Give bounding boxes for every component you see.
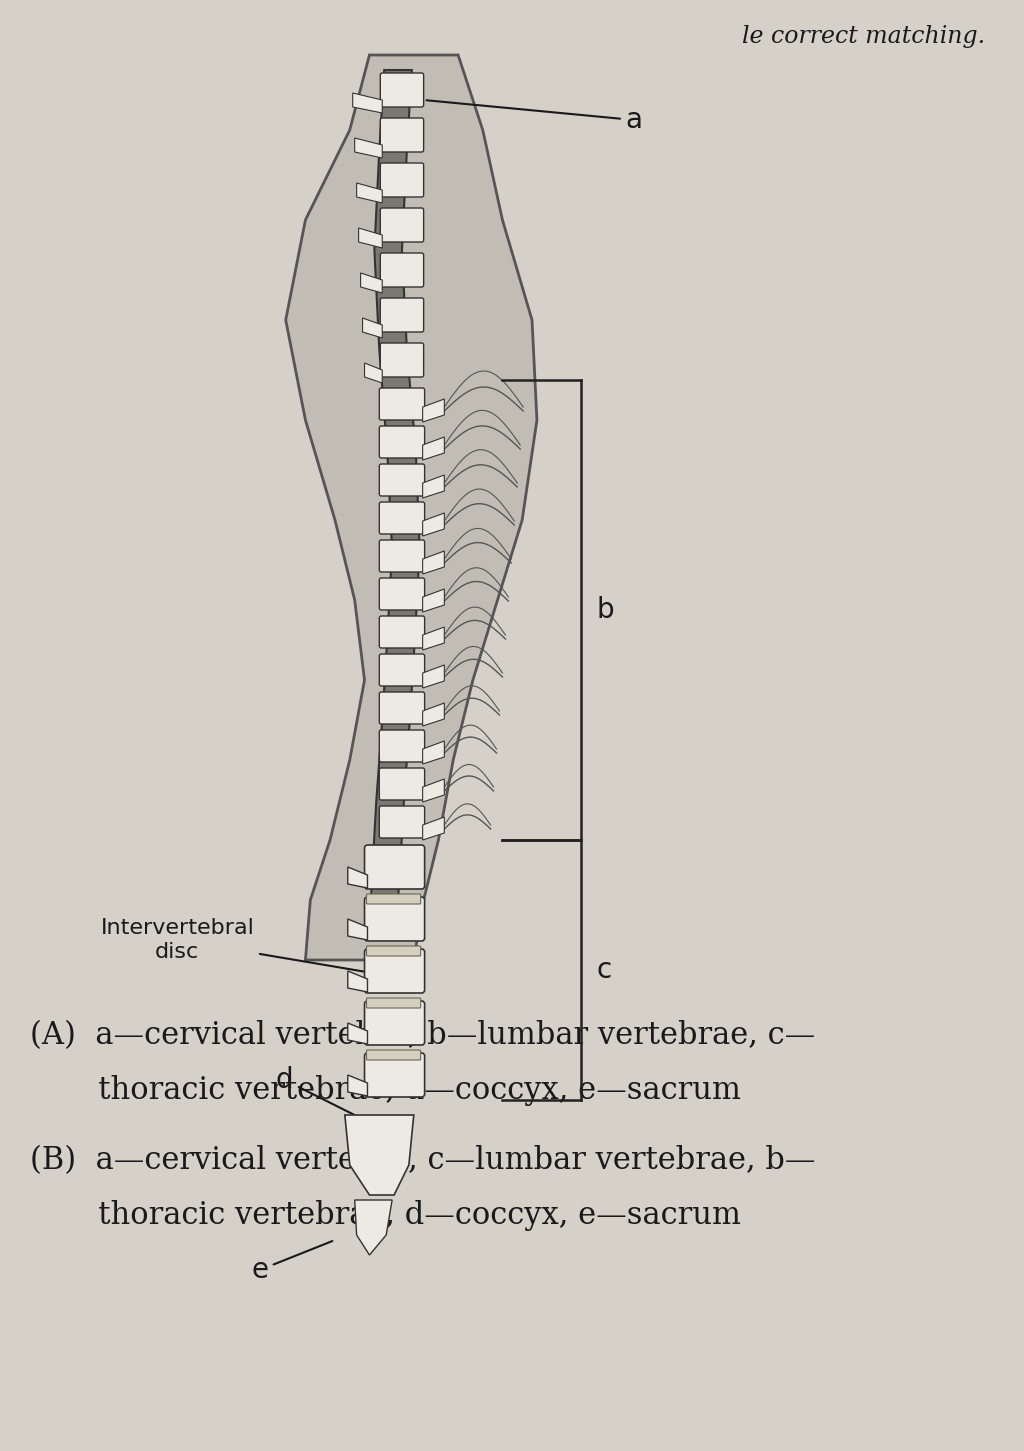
Polygon shape [348, 1075, 368, 1096]
Polygon shape [423, 551, 444, 575]
FancyBboxPatch shape [380, 73, 424, 107]
FancyBboxPatch shape [379, 805, 425, 839]
FancyBboxPatch shape [367, 1051, 421, 1061]
Polygon shape [423, 474, 444, 498]
FancyBboxPatch shape [379, 387, 425, 419]
Polygon shape [423, 399, 444, 422]
FancyBboxPatch shape [379, 730, 425, 762]
Polygon shape [348, 1023, 368, 1045]
Text: (B)  a—cervical vertebra, c—lumbar vertebrae, b—: (B) a—cervical vertebra, c—lumbar verteb… [30, 1145, 815, 1175]
FancyBboxPatch shape [380, 297, 424, 332]
FancyBboxPatch shape [379, 654, 425, 686]
Polygon shape [360, 273, 382, 293]
FancyBboxPatch shape [367, 998, 421, 1008]
Polygon shape [423, 665, 444, 688]
Text: le correct matching.: le correct matching. [742, 25, 985, 48]
Polygon shape [423, 779, 444, 802]
Text: b: b [596, 596, 613, 624]
FancyBboxPatch shape [365, 844, 425, 889]
Text: a: a [426, 100, 643, 133]
Text: thoracic vertebrae, d—coccyx, e—sacrum: thoracic vertebrae, d—coccyx, e—sacrum [30, 1200, 740, 1230]
Polygon shape [358, 228, 382, 248]
Polygon shape [348, 868, 368, 888]
Polygon shape [423, 514, 444, 535]
Polygon shape [423, 437, 444, 460]
Polygon shape [286, 55, 537, 961]
FancyBboxPatch shape [365, 949, 425, 992]
FancyBboxPatch shape [380, 163, 424, 197]
FancyBboxPatch shape [379, 768, 425, 800]
FancyBboxPatch shape [365, 897, 425, 942]
FancyBboxPatch shape [379, 427, 425, 459]
Polygon shape [348, 971, 368, 992]
Polygon shape [362, 318, 382, 338]
Polygon shape [354, 1200, 392, 1255]
FancyBboxPatch shape [365, 1001, 425, 1045]
FancyBboxPatch shape [379, 617, 425, 649]
Text: d: d [275, 1066, 362, 1119]
FancyBboxPatch shape [379, 464, 425, 496]
Text: Intervertebral
disc: Intervertebral disc [100, 918, 382, 975]
FancyBboxPatch shape [380, 342, 424, 377]
Polygon shape [352, 93, 382, 113]
FancyBboxPatch shape [379, 692, 425, 724]
Polygon shape [423, 627, 444, 650]
FancyBboxPatch shape [380, 207, 424, 242]
FancyBboxPatch shape [379, 540, 425, 572]
Text: c: c [596, 956, 611, 984]
Text: thoracic vertebrae, d—coccyx, e—sacrum: thoracic vertebrae, d—coccyx, e—sacrum [30, 1075, 740, 1106]
Polygon shape [354, 138, 382, 158]
FancyBboxPatch shape [379, 502, 425, 534]
Polygon shape [345, 1114, 414, 1196]
Polygon shape [423, 702, 444, 726]
Polygon shape [370, 70, 420, 930]
FancyBboxPatch shape [380, 252, 424, 287]
Polygon shape [423, 741, 444, 765]
FancyBboxPatch shape [365, 1053, 425, 1097]
Polygon shape [423, 589, 444, 612]
Text: e: e [251, 1241, 333, 1284]
Polygon shape [348, 918, 368, 940]
FancyBboxPatch shape [379, 577, 425, 609]
FancyBboxPatch shape [367, 946, 421, 956]
Text: (A)  a—cervical vertebra, b—lumbar vertebrae, c—: (A) a—cervical vertebra, b—lumbar verteb… [30, 1020, 815, 1051]
FancyBboxPatch shape [367, 894, 421, 904]
Polygon shape [365, 363, 382, 383]
Polygon shape [356, 183, 382, 203]
Polygon shape [423, 817, 444, 840]
FancyBboxPatch shape [380, 118, 424, 152]
